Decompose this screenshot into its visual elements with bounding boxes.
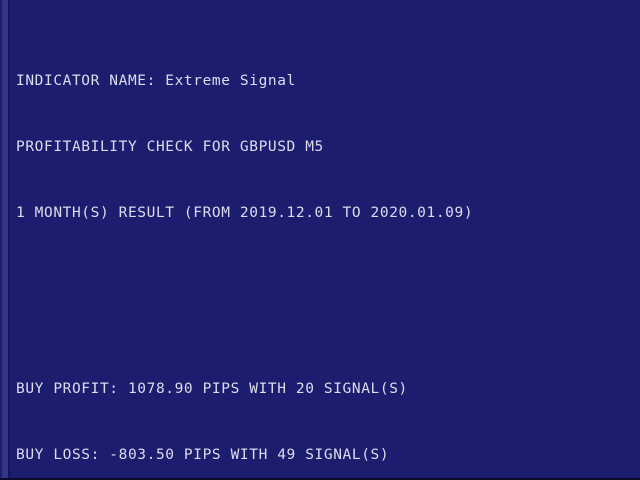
profitability-check-line: PROFITABILITY CHECK FOR GBPUSD M5 <box>16 139 324 155</box>
blank-line-1 <box>16 290 640 312</box>
buy-loss-line: BUY LOSS: -803.50 PIPS WITH 49 SIGNAL(S) <box>16 447 390 463</box>
left-edge-strip <box>2 0 8 478</box>
period-line: 1 MONTH(S) RESULT (FROM 2019.12.01 TO 20… <box>16 205 474 221</box>
left-edge-inner-line <box>8 0 10 478</box>
buy-profit-line: BUY PROFIT: 1078.90 PIPS WITH 20 SIGNAL(… <box>16 381 408 397</box>
indicator-name-line: INDICATOR NAME: Extreme Signal <box>16 73 296 89</box>
